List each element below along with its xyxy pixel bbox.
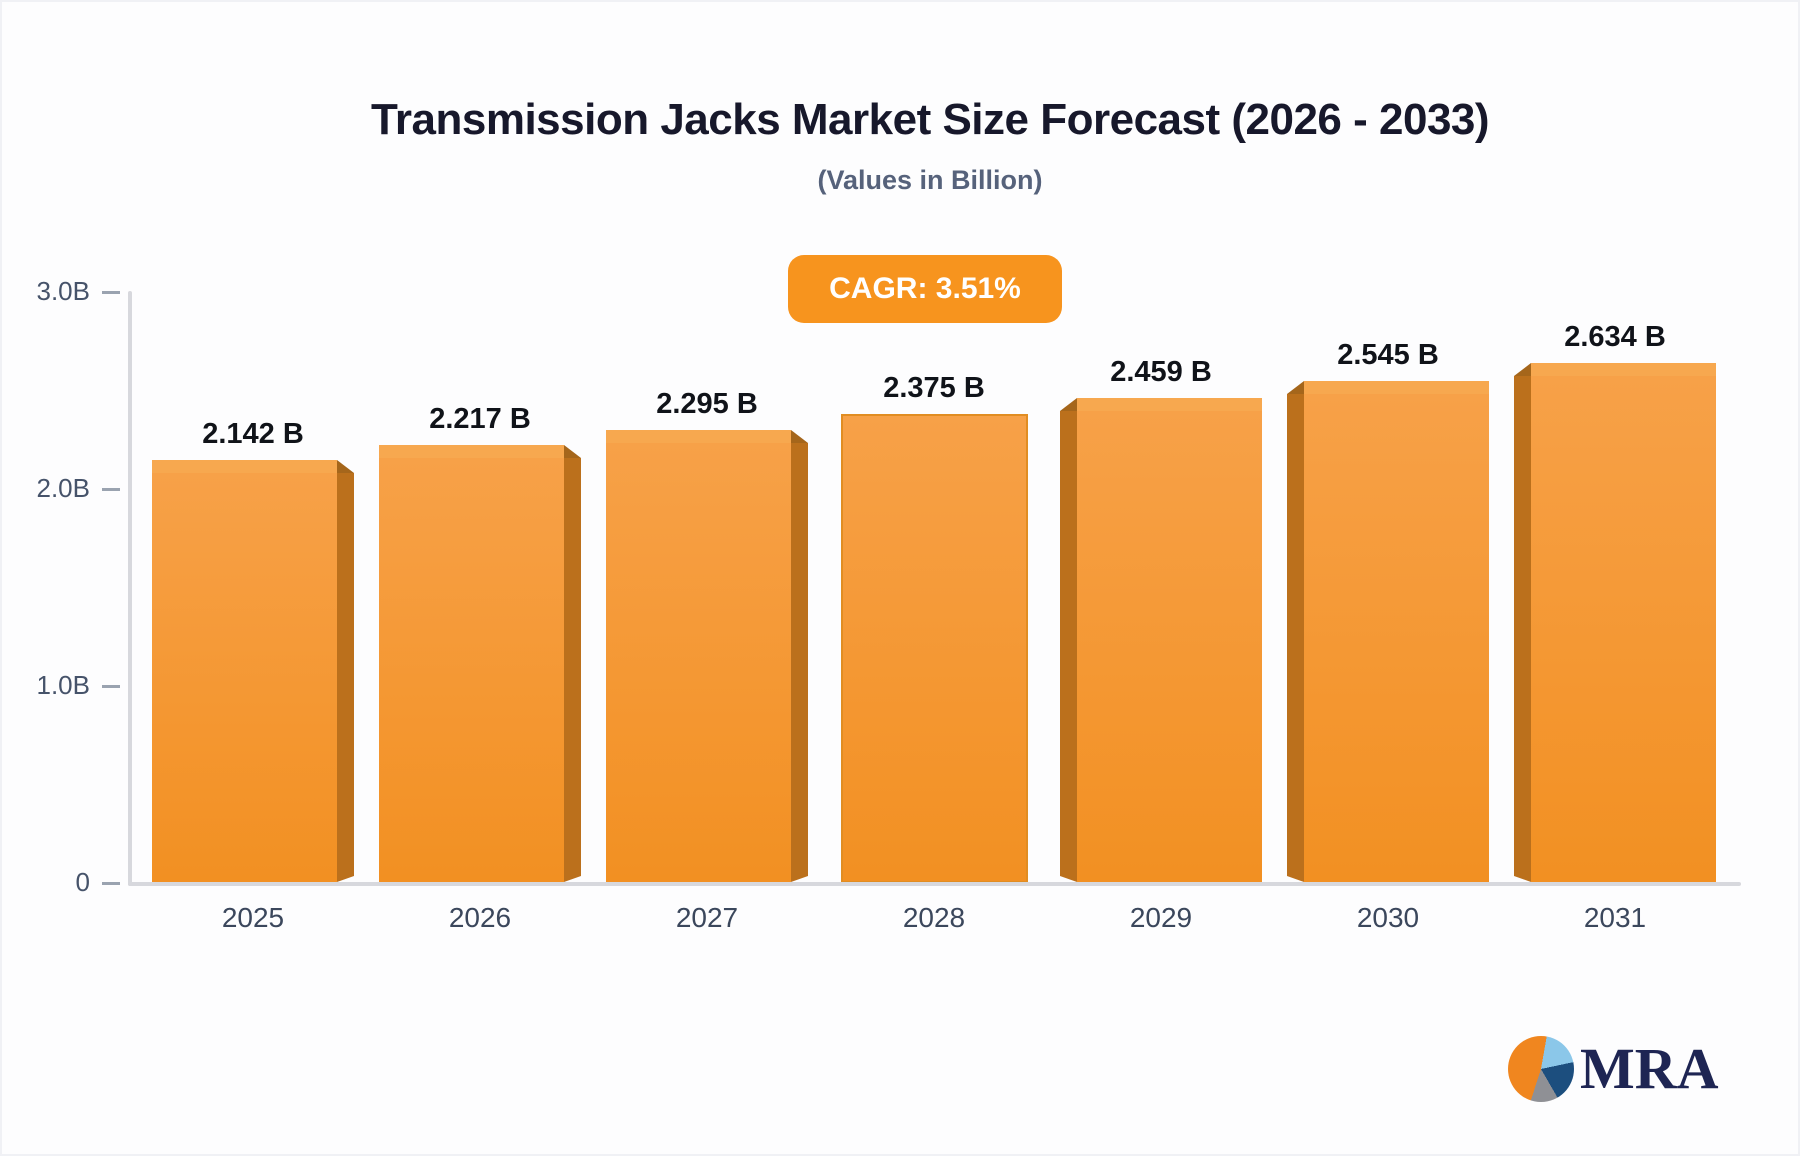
y-tick-label: 2.0B [36, 473, 91, 503]
brand-name: MRA [1580, 1036, 1719, 1101]
bar-value-label: 2.217 B [429, 403, 531, 435]
bar-value-label: 2.545 B [1337, 339, 1439, 371]
pie-chart-logo-icon [1508, 1036, 1574, 1102]
bar-value-label: 2.375 B [883, 372, 985, 404]
x-axis-label: 2031 [1583, 902, 1647, 933]
y-tick-label: 1.0B [36, 670, 91, 700]
bar-2030 [1287, 381, 1489, 882]
x-axis-label: 2025 [221, 902, 285, 933]
bar-2029 [1060, 398, 1262, 882]
chart-title: Transmission Jacks Market Size Forecast … [370, 95, 1490, 144]
y-tick-label: 3.0B [36, 276, 91, 306]
bar-value-label: 2.142 B [202, 418, 304, 450]
bar-2028 [833, 414, 1035, 882]
x-axis-label: 2029 [1129, 902, 1193, 933]
x-axis-line [128, 882, 1741, 886]
y-tick-mark [102, 488, 120, 491]
x-axis-label: 2030 [1356, 902, 1420, 933]
y-tick-mark [102, 882, 120, 885]
bar-2031 [1514, 363, 1716, 882]
bar-value-label: 2.634 B [1564, 321, 1666, 353]
bar-2026 [379, 445, 581, 882]
y-tick-label: 0 [75, 867, 90, 897]
x-axis-label: 2027 [675, 902, 739, 933]
y-axis-line [128, 291, 132, 886]
y-tick-mark [102, 291, 120, 294]
bar-2027 [606, 430, 808, 882]
cagr-badge: CAGR: 3.51% [788, 255, 1062, 323]
bar-value-label: 2.295 B [656, 388, 758, 420]
y-tick-mark [102, 685, 120, 688]
x-axis-label: 2026 [448, 902, 512, 933]
bar-2025 [152, 460, 354, 882]
bar-value-label: 2.459 B [1110, 356, 1212, 388]
brand-logo: MRA [1508, 1036, 1719, 1102]
chart-subtitle: (Values in Billion) [817, 165, 1043, 195]
x-axis-label: 2028 [902, 902, 966, 933]
